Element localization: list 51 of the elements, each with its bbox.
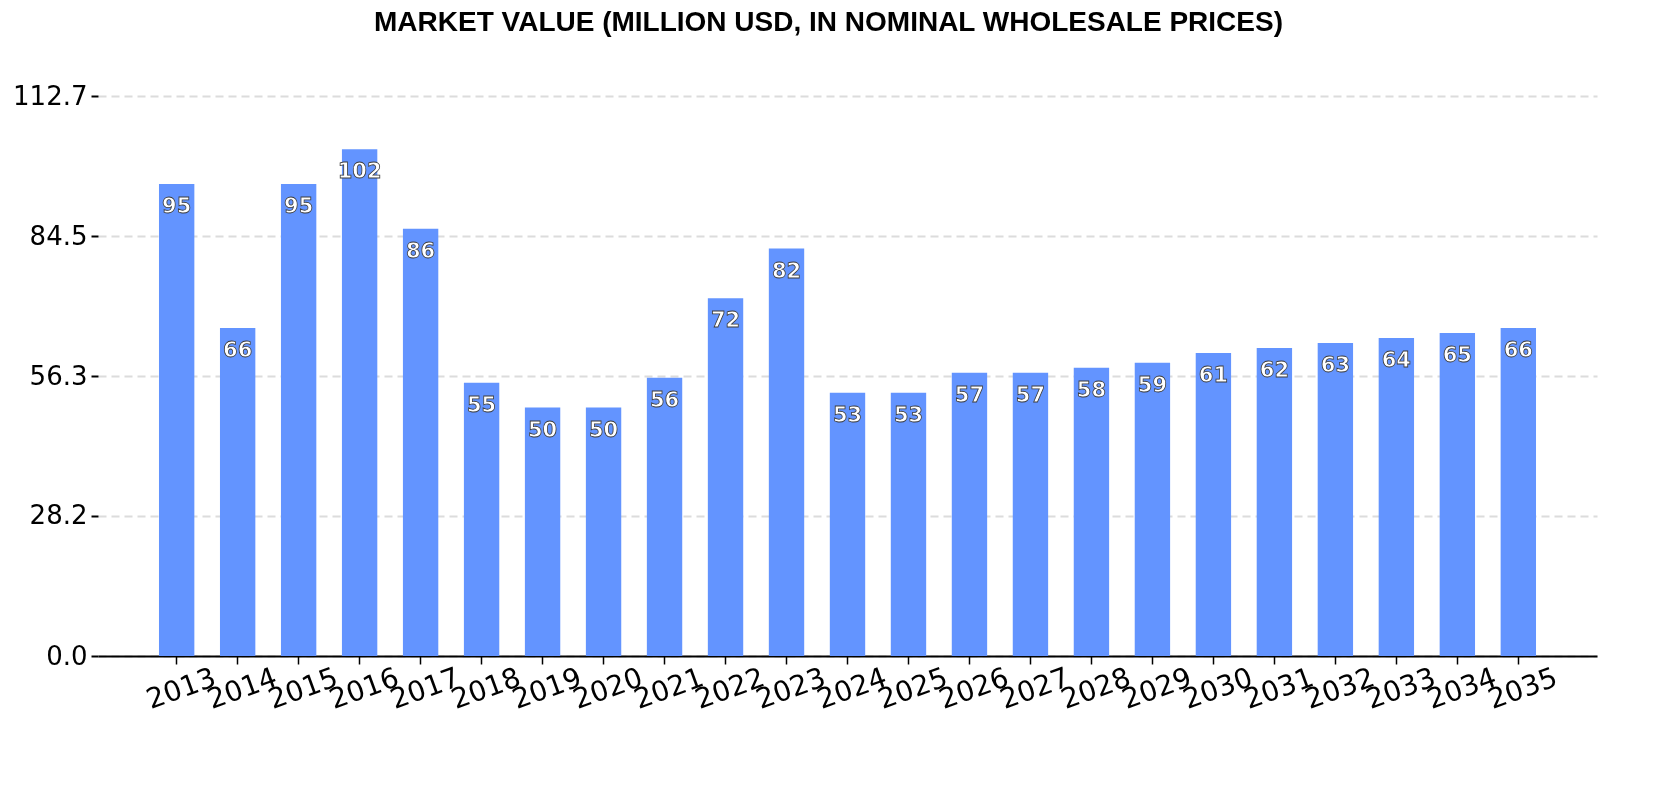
- bar: [1256, 347, 1293, 656]
- bar: [646, 377, 683, 656]
- y-tick-label: 28.2: [29, 500, 88, 531]
- y-tick-label: 56.3: [29, 360, 88, 391]
- data-label: 57: [1015, 382, 1046, 407]
- bar: [829, 392, 866, 656]
- bar: [707, 298, 744, 656]
- bar: [219, 328, 256, 656]
- data-label: 82: [771, 258, 802, 283]
- data-label: 50: [588, 417, 619, 442]
- y-tick-label: 84.5: [29, 220, 88, 251]
- bar: [1195, 352, 1232, 656]
- data-label: 62: [1259, 357, 1290, 382]
- data-label: 57: [954, 382, 985, 407]
- bar: [402, 228, 439, 656]
- bar: [1073, 367, 1110, 656]
- data-label: 66: [223, 338, 253, 363]
- data-label: 63: [1320, 352, 1350, 377]
- bar: [1012, 372, 1049, 656]
- bar: [463, 382, 500, 656]
- bar: [524, 407, 561, 656]
- data-label: 61: [1198, 362, 1229, 387]
- bar: [890, 392, 927, 656]
- y-tick-label: 112.7: [13, 80, 88, 111]
- data-label: 66: [1503, 338, 1533, 363]
- data-label: 72: [710, 308, 741, 333]
- data-label: 95: [162, 193, 192, 218]
- data-label: 65: [1442, 343, 1472, 368]
- data-label: 53: [893, 402, 924, 427]
- bar: [768, 248, 805, 656]
- bar: [1500, 328, 1537, 656]
- bar: [1439, 333, 1476, 656]
- bar: [280, 183, 317, 656]
- data-label: 56: [649, 387, 680, 412]
- data-label: 59: [1137, 372, 1168, 397]
- data-label: 50: [527, 417, 558, 442]
- y-tick-label: 0.0: [46, 640, 88, 671]
- data-label: 58: [1076, 377, 1107, 402]
- data-label: 86: [405, 238, 436, 263]
- bar: [341, 149, 378, 656]
- data-label: 53: [832, 402, 863, 427]
- bar: [158, 183, 195, 656]
- bar: [951, 372, 988, 656]
- data-label: 95: [284, 193, 314, 218]
- chart-title: MARKET VALUE (MILLION USD, IN NOMINAL WHOLESALE PRICES): [374, 6, 1283, 37]
- bar: [585, 407, 622, 656]
- data-label: 64: [1381, 347, 1411, 372]
- data-label: 55: [466, 392, 497, 417]
- bar: [1378, 337, 1415, 656]
- bar: [1317, 342, 1354, 656]
- bar: [1134, 362, 1171, 656]
